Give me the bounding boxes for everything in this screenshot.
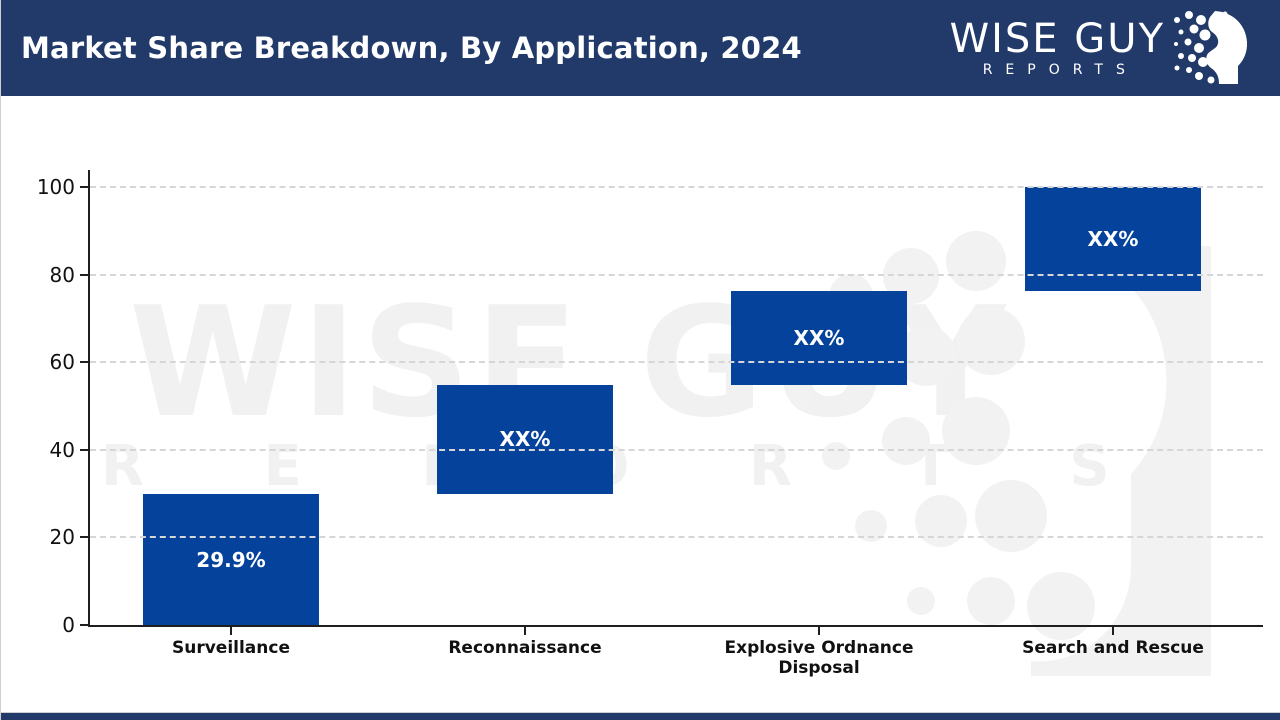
category-label: Reconnaissance (448, 638, 602, 658)
y-tick-mark (80, 624, 88, 626)
footer-divider (1, 712, 1280, 713)
brand-subname: REPORTS (982, 62, 1138, 78)
brand-name: WISE GUY (949, 16, 1165, 62)
bar-segment: XX% (1025, 187, 1201, 291)
gridline (90, 448, 1263, 451)
bar-segment: XX% (437, 384, 613, 495)
y-tick-mark (80, 361, 88, 364)
y-tick-label: 100 (36, 175, 75, 199)
x-tick-mark (524, 627, 526, 635)
bar-value-label: XX% (1087, 226, 1139, 251)
y-tick-mark (80, 536, 88, 539)
y-tick-label: 0 (62, 613, 75, 637)
gridline (90, 186, 1263, 188)
y-tick-mark (80, 273, 88, 276)
gridline (90, 536, 1263, 539)
y-tick-label: 60 (49, 350, 75, 375)
bar-value-label: 29.9% (196, 547, 266, 572)
category-label: Search and Rescue (1022, 638, 1204, 658)
bar-value-label: XX% (499, 427, 551, 452)
y-tick-label: 40 (49, 437, 75, 462)
watermark-dotted-face (787, 231, 1211, 676)
bar-segment: 29.9% (143, 494, 319, 625)
chart-area: WISE GUY R E P O R T S 0 20 40 60 80 100 29.9… (1, 96, 1280, 712)
bar-value-label: XX% (793, 325, 845, 350)
footer-band (1, 713, 1280, 720)
y-axis-line (88, 170, 90, 627)
x-tick-mark (1112, 627, 1114, 635)
x-tick-mark (818, 627, 820, 635)
brand-logo: WISE GUY REPORTS (950, 8, 1253, 88)
brand-logo-text: WISE GUY REPORTS (950, 19, 1165, 77)
category-label: Explosive Ordnance Disposal (724, 638, 914, 679)
bar-segment: XX% (731, 290, 907, 385)
gridline (90, 361, 1263, 364)
x-tick-mark (230, 627, 232, 635)
gridline (90, 273, 1263, 276)
category-label: Surveillance (171, 638, 290, 658)
y-tick-label: 20 (49, 525, 75, 550)
x-axis-line (88, 625, 1263, 627)
y-tick-mark (80, 448, 88, 451)
page-title: Market Share Breakdown, By Application, … (21, 31, 802, 65)
dotted-face-icon (1174, 11, 1248, 84)
header-band: Market Share Breakdown, By Application, … (1, 0, 1280, 96)
y-tick-mark (80, 186, 88, 188)
y-tick-label: 80 (49, 262, 75, 287)
